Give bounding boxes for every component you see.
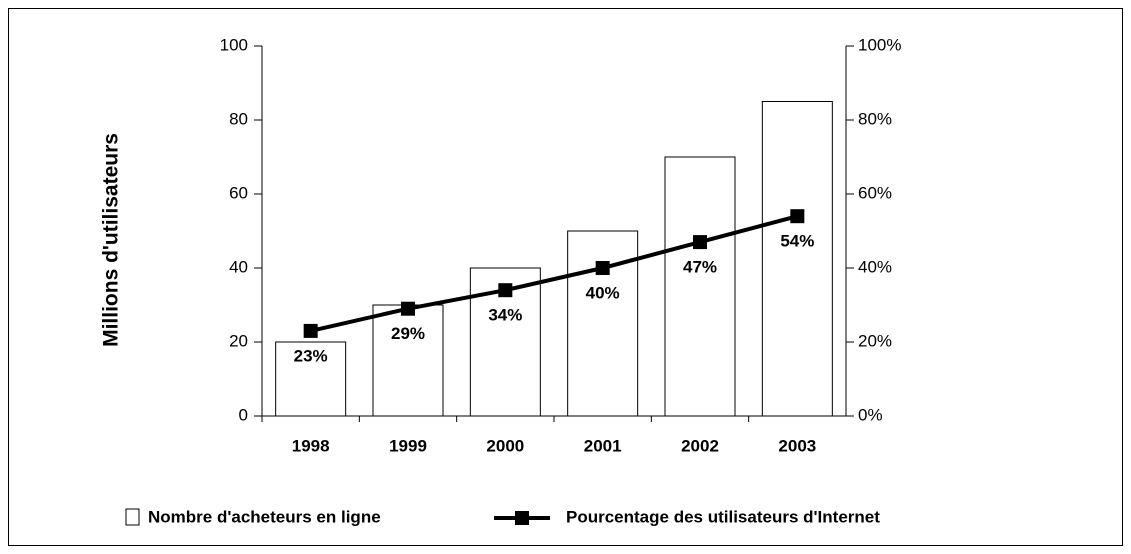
y-tick-label: 0 bbox=[239, 405, 248, 424]
legend-label: Pourcentage des utilisateurs d'Internet bbox=[566, 507, 880, 526]
frame bbox=[8, 8, 1123, 546]
y2-tick-label: 40% bbox=[858, 257, 892, 276]
legend-swatch bbox=[125, 508, 140, 526]
data-label: 47% bbox=[683, 258, 717, 277]
x-tick-label: 2002 bbox=[681, 436, 719, 455]
bar bbox=[372, 304, 444, 417]
bar bbox=[275, 341, 347, 417]
y-tick-label: 60 bbox=[229, 183, 248, 202]
x-tick-label: 1999 bbox=[389, 436, 427, 455]
line-marker bbox=[303, 323, 318, 338]
data-label: 40% bbox=[586, 283, 620, 302]
y2-tick-label: 20% bbox=[858, 331, 892, 350]
bar bbox=[664, 156, 736, 417]
y2-tick-label: 80% bbox=[858, 109, 892, 128]
x-tick-label: 2001 bbox=[584, 436, 622, 455]
y2-tick-label: 100% bbox=[858, 35, 901, 54]
x-tick-label: 2000 bbox=[486, 436, 524, 455]
x-tick-label: 2003 bbox=[778, 436, 816, 455]
data-label: 54% bbox=[780, 232, 814, 251]
y-tick-label: 80 bbox=[229, 109, 248, 128]
y2-tick-label: 0% bbox=[858, 405, 883, 424]
bar bbox=[567, 230, 639, 417]
line bbox=[310, 214, 798, 333]
legend-label: Nombre d'acheteurs en ligne bbox=[148, 507, 381, 526]
legend-marker bbox=[515, 511, 529, 525]
y-tick-label: 40 bbox=[229, 257, 248, 276]
x-tick-label: 1998 bbox=[292, 436, 330, 455]
data-label: 23% bbox=[294, 346, 328, 365]
data-label: 29% bbox=[391, 324, 425, 343]
y-tick-label: 20 bbox=[229, 331, 248, 350]
data-label: 34% bbox=[488, 306, 522, 325]
line-marker bbox=[498, 283, 513, 298]
y2-tick-label: 60% bbox=[858, 183, 892, 202]
line-marker bbox=[595, 261, 610, 275]
y-tick-label: 100 bbox=[220, 35, 248, 54]
bar bbox=[761, 101, 833, 417]
line-marker bbox=[401, 301, 415, 316]
line-marker bbox=[790, 209, 805, 224]
line-marker bbox=[693, 235, 707, 250]
y-axis-label: Millions d'utilisateurs bbox=[100, 133, 123, 347]
